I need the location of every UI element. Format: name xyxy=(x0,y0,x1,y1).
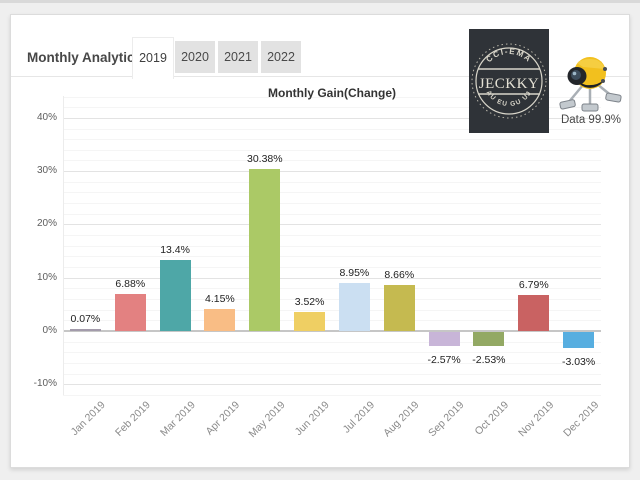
bar-mar-2019[interactable] xyxy=(159,259,191,331)
minor-gridline xyxy=(63,181,601,183)
y-axis-tick: 10% xyxy=(36,271,57,283)
minor-gridline xyxy=(63,299,601,300)
badge-name-text: JECKKY xyxy=(479,76,540,92)
minor-gridline xyxy=(63,203,601,205)
bar-aug-2019[interactable] xyxy=(383,284,415,331)
chart-title: Monthly Gain(Change) xyxy=(268,86,396,100)
panel-title: Monthly Analytics xyxy=(27,50,143,65)
minor-gridline xyxy=(63,235,601,237)
minor-gridline xyxy=(63,341,601,343)
trading-robot-icon xyxy=(553,55,627,115)
minor-gridline xyxy=(63,107,601,109)
minor-gridline xyxy=(63,256,601,258)
value-label-oct-2019: -2.53% xyxy=(472,353,506,366)
bar-jan-2019[interactable] xyxy=(69,329,101,331)
minor-gridline xyxy=(63,288,601,290)
minor-gridline xyxy=(63,320,601,322)
value-label-sep-2019: -2.57% xyxy=(427,353,461,366)
bar-feb-2019[interactable] xyxy=(114,294,146,331)
minor-gridline xyxy=(63,128,601,130)
minor-gridline xyxy=(63,245,601,247)
value-label-apr-2019: 4.15% xyxy=(205,292,235,305)
minor-gridline xyxy=(63,395,601,396)
tab-2022[interactable]: 2022 xyxy=(261,41,301,73)
value-label-nov-2019: 6.79% xyxy=(518,278,549,291)
tab-2019[interactable]: 2019 xyxy=(132,37,174,79)
major-gridline xyxy=(63,224,601,226)
major-gridline xyxy=(63,171,601,173)
data-quality-label: Data 99.9% xyxy=(560,114,622,126)
x-axis-label-aug-2019: Aug 2019 xyxy=(381,399,422,440)
x-axis-label-mar-2019: Mar 2019 xyxy=(157,399,198,439)
x-axis-label-jul-2019: Jul 2019 xyxy=(340,399,377,436)
x-axis-label-nov-2019: Nov 2019 xyxy=(515,399,557,440)
x-axis-label-dec-2019: Dec 2019 xyxy=(560,399,602,440)
minor-gridline xyxy=(63,139,601,141)
minor-gridline xyxy=(63,352,601,354)
value-label-jun-2019: 3.52% xyxy=(294,296,325,309)
jeckky-logo-badge: CCI-EMA JECKKY AU EU GU UJ xyxy=(469,29,549,133)
minor-gridline xyxy=(63,96,601,98)
bar-nov-2019[interactable] xyxy=(518,294,550,331)
major-gridline xyxy=(63,277,601,279)
bar-apr-2019[interactable] xyxy=(204,308,236,331)
minor-gridline xyxy=(63,149,601,151)
minor-gridline xyxy=(63,160,601,162)
tab-2021[interactable]: 2021 xyxy=(218,41,258,73)
major-gridline xyxy=(63,117,601,119)
analytics-panel: Monthly Analytics 2019 2020 2021 2022 Mo… xyxy=(10,14,630,468)
y-axis-tick: 20% xyxy=(36,218,57,230)
badge-ring-ticks xyxy=(471,43,547,119)
x-axis-label-jan-2019: Jan 2019 xyxy=(68,399,108,439)
bar-jul-2019[interactable] xyxy=(338,283,370,331)
minor-gridline xyxy=(63,363,601,364)
value-label-may-2019: 30.38% xyxy=(246,153,283,166)
minor-gridline xyxy=(63,309,601,311)
value-label-feb-2019: 6.88% xyxy=(115,278,146,291)
bar-chart: 40% 30% 20% 10% 0% -10% 0.07% Jan 2019 6.88% Feb … xyxy=(11,15,629,467)
header-divider xyxy=(11,76,629,77)
bar-dec-2019[interactable] xyxy=(563,332,595,349)
x-axis-label-feb-2019: Feb 2019 xyxy=(112,399,153,439)
y-axis-tick: 40% xyxy=(36,111,57,123)
value-label-aug-2019: 8.66% xyxy=(384,268,415,281)
value-label-jan-2019: 0.07% xyxy=(70,313,101,325)
y-axis-line xyxy=(63,96,64,395)
major-gridline xyxy=(63,384,601,386)
bar-jun-2019[interactable] xyxy=(294,312,326,331)
page-top-edge xyxy=(0,0,640,3)
x-axis-label-jun-2019: Jun 2019 xyxy=(293,399,333,439)
minor-gridline xyxy=(63,267,601,268)
y-axis-tick: 0% xyxy=(42,325,57,336)
y-axis-tick: -10% xyxy=(33,378,57,390)
tab-2020[interactable]: 2020 xyxy=(175,41,215,73)
x-axis-label-oct-2019: Oct 2019 xyxy=(472,399,512,438)
bar-may-2019[interactable] xyxy=(249,169,281,331)
y-axis-tick: 30% xyxy=(36,165,57,177)
x-axis-label-sep-2019: Sep 2019 xyxy=(426,399,467,440)
minor-gridline xyxy=(63,192,601,194)
minor-gridline xyxy=(63,213,601,215)
x-axis-label-may-2019: May 2019 xyxy=(246,399,288,441)
value-label-mar-2019: 13.4% xyxy=(160,243,190,256)
minor-gridline xyxy=(63,373,601,375)
value-label-jul-2019: 8.95% xyxy=(339,267,370,280)
value-label-dec-2019: -3.03% xyxy=(561,356,596,369)
x-axis-label-apr-2019: Apr 2019 xyxy=(203,399,243,438)
zero-axis-line xyxy=(63,330,601,332)
bar-sep-2019[interactable] xyxy=(428,332,460,346)
bar-oct-2019[interactable] xyxy=(473,332,505,346)
